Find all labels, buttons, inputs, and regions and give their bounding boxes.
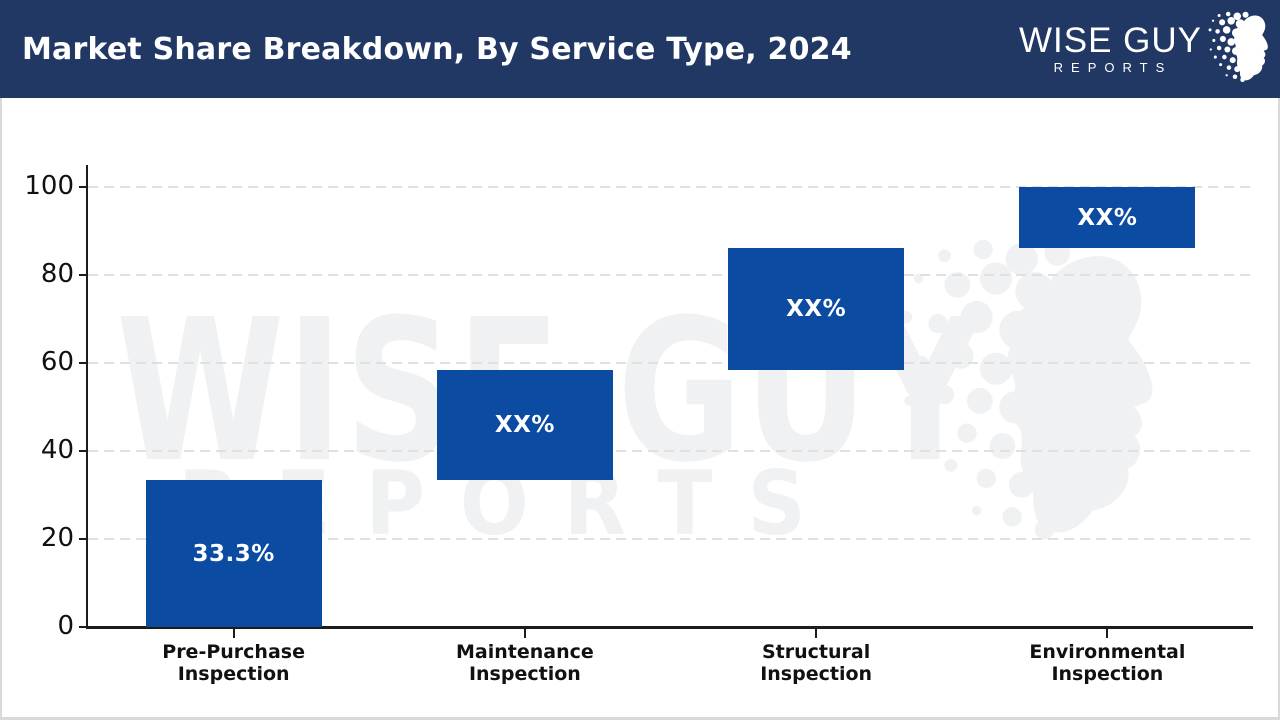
- gridline: [88, 450, 1253, 452]
- x-tick-mark: [523, 629, 526, 638]
- y-tick-mark: [79, 626, 87, 628]
- x-category-label: Pre-Purchase Inspection: [94, 641, 374, 685]
- x-category-label: Maintenance Inspection: [385, 641, 665, 685]
- brand-reports: REPORTS: [1053, 60, 1173, 75]
- wiseguy-logo: WISE GUY REPORTS: [1019, 4, 1272, 92]
- x-tick-mark: [232, 629, 235, 638]
- gridline: [88, 274, 1253, 276]
- x-tick-mark: [1106, 629, 1109, 638]
- page-title: Market Share Breakdown, By Service Type,…: [22, 31, 852, 67]
- bar-2: XX%: [436, 370, 613, 481]
- y-tick-label: 40: [40, 435, 74, 465]
- header-bar: Market Share Breakdown, By Service Type,…: [0, 0, 1280, 98]
- x-axis-line: [86, 626, 1253, 629]
- gridline: [88, 362, 1253, 364]
- y-tick-mark: [79, 186, 87, 188]
- bar-value-label: XX%: [1077, 204, 1138, 231]
- bar-value-label: XX%: [786, 296, 847, 323]
- x-category-label: Environmental Inspection: [967, 641, 1247, 685]
- gridline: [88, 186, 1253, 188]
- x-category-label-line: Environmental: [1029, 641, 1186, 663]
- x-category-label-line: Inspection: [1051, 663, 1164, 685]
- bar-1: 33.3%: [145, 480, 322, 627]
- x-category-label-line: Inspection: [760, 663, 873, 685]
- y-axis-line: [86, 165, 88, 629]
- bar-3: XX%: [728, 248, 905, 371]
- y-tick-label: 0: [57, 611, 74, 641]
- y-tick-mark: [79, 362, 87, 364]
- x-tick-mark: [815, 629, 818, 638]
- y-tick-label: 100: [24, 171, 74, 201]
- dotted-profile-head-watermark-icon: [899, 239, 1153, 540]
- bar-value-label: XX%: [494, 412, 555, 439]
- gridline: [88, 538, 1253, 540]
- y-tick-label: 80: [40, 259, 74, 289]
- y-tick-mark: [79, 274, 87, 276]
- bar-value-label: 33.3%: [192, 540, 275, 567]
- x-category-label-line: Maintenance: [455, 641, 594, 663]
- x-category-label-line: Inspection: [177, 663, 290, 685]
- x-category-label-line: Structural: [762, 641, 871, 663]
- brand-name: WISE GUY: [1018, 21, 1202, 60]
- wiseguy-logo-text: WISE GUY REPORTS: [1019, 21, 1202, 75]
- x-category-label-line: Pre-Purchase: [162, 641, 305, 663]
- y-tick-mark: [79, 538, 87, 540]
- x-category-label-line: Inspection: [468, 663, 581, 685]
- y-tick-label: 20: [40, 523, 74, 553]
- x-category-label: Structural Inspection: [676, 641, 956, 685]
- y-tick-mark: [79, 450, 87, 452]
- y-tick-label: 60: [40, 347, 74, 377]
- dotted-profile-head-icon: [1208, 11, 1268, 82]
- bar-4: XX%: [1019, 187, 1196, 249]
